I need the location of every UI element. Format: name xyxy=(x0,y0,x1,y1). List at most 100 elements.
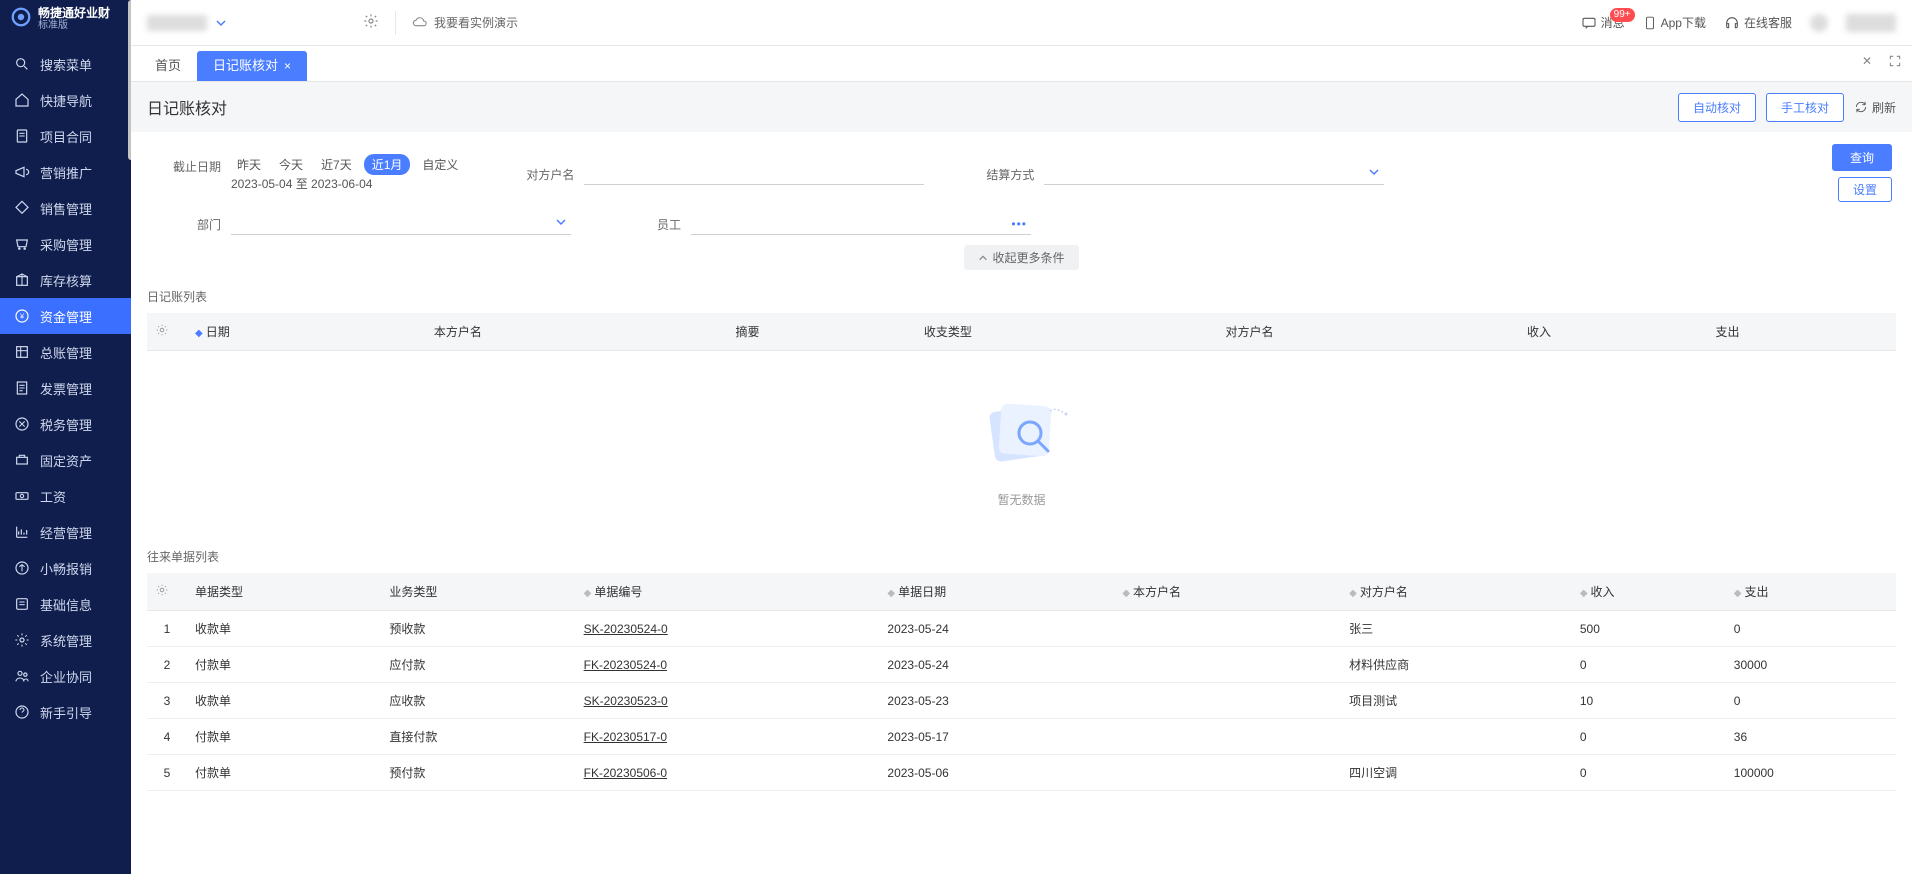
col-biz-type[interactable]: 业务类型 xyxy=(381,573,575,611)
date-tab-last7[interactable]: 近7天 xyxy=(315,154,358,175)
cell-income: 0 xyxy=(1572,647,1726,683)
filter-panel: 截止日期 昨天 今天 近7天 近1月 自定义 2023-05-04 至 2023… xyxy=(131,132,1912,278)
app-download-button[interactable]: App下载 xyxy=(1643,14,1706,31)
documents-table-settings[interactable] xyxy=(147,573,187,611)
brand-logo: 畅捷通好业财 标准版 xyxy=(0,0,131,46)
sidebar-item-label: 工资 xyxy=(40,487,66,506)
col-doc-date[interactable]: ◆单据日期 xyxy=(879,573,1114,611)
chevron-down-icon[interactable] xyxy=(1368,166,1380,181)
date-tab-last1m[interactable]: 近1月 xyxy=(364,154,411,175)
tab-close-icon[interactable]: × xyxy=(284,51,291,81)
cell-doc-type: 收款单 xyxy=(187,611,381,647)
chevron-down-icon[interactable] xyxy=(555,216,567,231)
col-our-name[interactable]: 本方户名 xyxy=(426,313,728,351)
user-avatar[interactable] xyxy=(1810,14,1828,32)
search-button[interactable]: 查询 xyxy=(1832,144,1892,171)
date-tab-yesterday[interactable]: 昨天 xyxy=(231,154,267,175)
collapse-filters-button[interactable]: 收起更多条件 xyxy=(964,245,1078,270)
table-row[interactable]: 3收款单应收款SK-20230523-02023-05-23项目测试100 xyxy=(147,683,1896,719)
auto-check-button[interactable]: 自动核对 xyxy=(1678,93,1756,122)
table-row[interactable]: 5付款单预付款FK-20230506-02023-05-06四川空调010000… xyxy=(147,755,1896,791)
sidebar-item-7[interactable]: ¥资金管理 xyxy=(0,298,131,334)
sidebar-item-15[interactable]: 基础信息 xyxy=(0,586,131,622)
sidebar-item-5[interactable]: 采购管理 xyxy=(0,226,131,262)
col-their-name[interactable]: 对方户名 xyxy=(1217,313,1519,351)
col-doc-type[interactable]: 单据类型 xyxy=(187,573,381,611)
counterparty-input[interactable] xyxy=(584,162,924,185)
sidebar-item-17[interactable]: 企业协同 xyxy=(0,658,131,694)
sidebar-item-9[interactable]: 发票管理 xyxy=(0,370,131,406)
journal-table-settings[interactable] xyxy=(147,313,187,351)
settlement-input[interactable] xyxy=(1044,162,1384,185)
cell-doc-no[interactable]: SK-20230524-0 xyxy=(576,611,880,647)
manual-check-button[interactable]: 手工核对 xyxy=(1766,93,1844,122)
row-index: 5 xyxy=(147,755,187,791)
refresh-button[interactable]: 刷新 xyxy=(1854,99,1896,116)
sidebar-item-0[interactable]: 搜索菜单 xyxy=(0,46,131,82)
table-row[interactable]: 1收款单预收款SK-20230524-02023-05-24张三5000 xyxy=(147,611,1896,647)
sidebar-item-8[interactable]: 总账管理 xyxy=(0,334,131,370)
settings-button[interactable]: 设置 xyxy=(1838,177,1892,202)
cell-income: 10 xyxy=(1572,683,1726,719)
sidebar-item-label: 销售管理 xyxy=(40,199,92,218)
org-selector[interactable] xyxy=(147,15,347,31)
sidebar-item-13[interactable]: 经营管理 xyxy=(0,514,131,550)
demo-link[interactable]: 我要看实例演示 xyxy=(412,14,518,31)
col-date[interactable]: ◆日期 xyxy=(187,313,426,351)
sidebar-item-18[interactable]: 新手引导 xyxy=(0,694,131,730)
sidebar-item-6[interactable]: 库存核算 xyxy=(0,262,131,298)
col-summary[interactable]: 摘要 xyxy=(727,313,915,351)
cell-doc-no[interactable]: FK-20230524-0 xyxy=(576,647,880,683)
user-name[interactable] xyxy=(1846,14,1896,32)
sidebar-item-11[interactable]: 固定资产 xyxy=(0,442,131,478)
cell-biz-type: 应付款 xyxy=(381,647,575,683)
col-expense-2[interactable]: ◆支出 xyxy=(1726,573,1896,611)
sidebar-item-16[interactable]: 系统管理 xyxy=(0,622,131,658)
sidebar-item-14[interactable]: 小畅报销 xyxy=(0,550,131,586)
messages-button[interactable]: 消息 99+ xyxy=(1581,14,1625,31)
fullscreen-icon[interactable] xyxy=(1884,50,1906,72)
col-expense[interactable]: 支出 xyxy=(1707,313,1896,351)
dept-label: 部门 xyxy=(151,212,221,233)
topbar: 我要看实例演示 消息 99+ App下载 在线客服 xyxy=(131,0,1912,46)
svg-text:¥: ¥ xyxy=(20,312,25,321)
cell-doc-type: 收款单 xyxy=(187,683,381,719)
date-tab-today[interactable]: 今天 xyxy=(273,154,309,175)
cell-doc-no[interactable]: FK-20230506-0 xyxy=(576,755,880,791)
date-tab-custom[interactable]: 自定义 xyxy=(416,154,464,175)
cell-income: 0 xyxy=(1572,755,1726,791)
cell-doc-no[interactable]: SK-20230523-0 xyxy=(576,683,880,719)
tab-journal-check[interactable]: 日记账核对 × xyxy=(197,51,307,81)
dept-input[interactable] xyxy=(231,212,571,235)
sidebar-item-3[interactable]: 营销推广 xyxy=(0,154,131,190)
salary-icon xyxy=(14,488,30,504)
col-our-name-2[interactable]: ◆本方户名 xyxy=(1114,573,1341,611)
cell-biz-type: 直接付款 xyxy=(381,719,575,755)
col-doc-no[interactable]: ◆单据编号 xyxy=(576,573,880,611)
cell-doc-no[interactable]: FK-20230517-0 xyxy=(576,719,880,755)
sidebar-item-2[interactable]: 项目合同 xyxy=(0,118,131,154)
online-service-button[interactable]: 在线客服 xyxy=(1724,14,1792,31)
sidebar-item-12[interactable]: 工资 xyxy=(0,478,131,514)
demo-link-label: 我要看实例演示 xyxy=(434,14,518,31)
cell-expense: 36 xyxy=(1726,719,1896,755)
chart-icon xyxy=(14,524,30,540)
col-income-2[interactable]: ◆收入 xyxy=(1572,573,1726,611)
col-io-type[interactable]: 收支类型 xyxy=(916,313,1218,351)
sidebar-item-10[interactable]: 税务管理 xyxy=(0,406,131,442)
sidebar-item-4[interactable]: 销售管理 xyxy=(0,190,131,226)
col-income[interactable]: 收入 xyxy=(1519,313,1707,351)
search-icon xyxy=(14,56,30,72)
sidebar-item-1[interactable]: 快捷导航 xyxy=(0,82,131,118)
employee-input[interactable] xyxy=(691,212,1031,235)
tab-home[interactable]: 首页 xyxy=(139,51,197,81)
col-their-name-2[interactable]: ◆对方户名 xyxy=(1341,573,1572,611)
more-icon[interactable]: ••• xyxy=(1011,217,1027,231)
sidebar-item-label: 营销推广 xyxy=(40,163,92,182)
table-row[interactable]: 4付款单直接付款FK-20230517-02023-05-17036 xyxy=(147,719,1896,755)
settings-icon[interactable] xyxy=(363,13,379,32)
table-row[interactable]: 2付款单应付款FK-20230524-02023-05-24材料供应商03000… xyxy=(147,647,1896,683)
close-all-tabs-icon[interactable]: ✕ xyxy=(1856,50,1878,72)
row-index: 2 xyxy=(147,647,187,683)
gear-icon xyxy=(14,632,30,648)
